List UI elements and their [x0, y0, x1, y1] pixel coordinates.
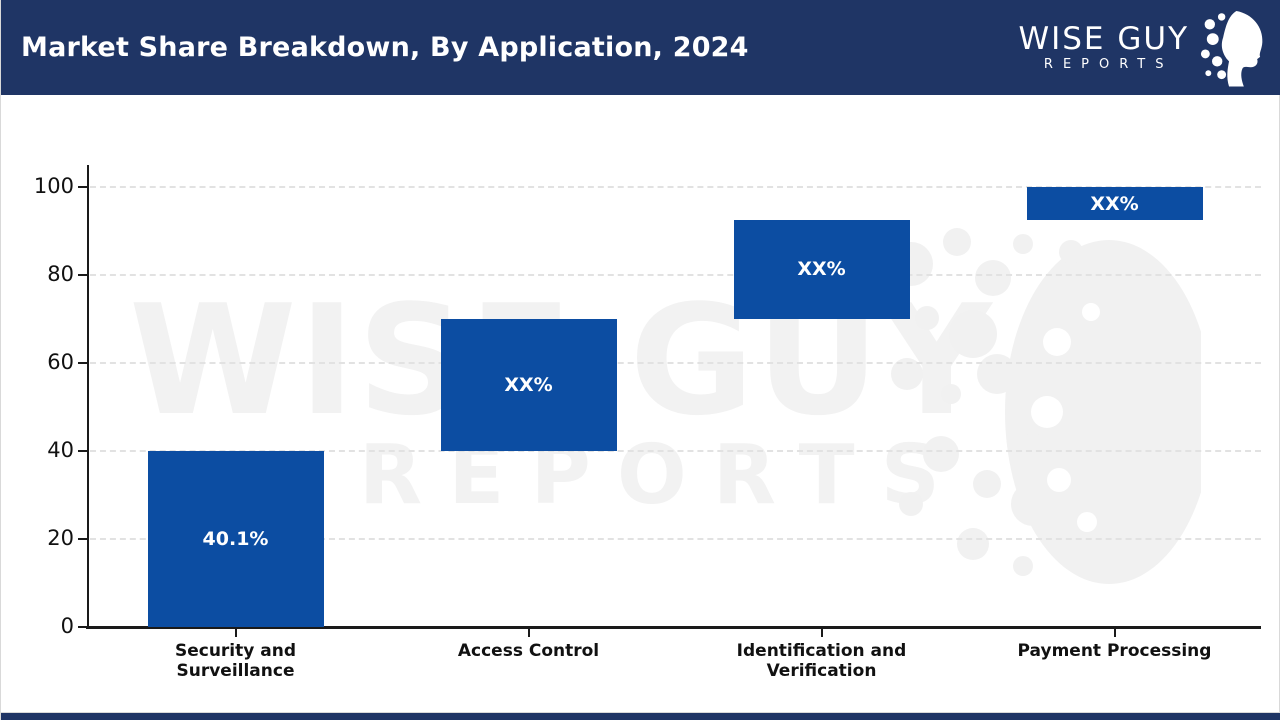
y-tick-label-60: 60 [47, 350, 74, 374]
bar-value-label-4: XX% [1090, 192, 1139, 215]
brand-logo: WISE GUY REPORTS [1018, 0, 1269, 95]
brand-wordmark: WISE GUY REPORTS [1018, 23, 1189, 73]
bar-2: XX% [440, 318, 617, 451]
watermark-face-icon [889, 228, 1201, 584]
bar-3: XX% [733, 220, 910, 319]
x-tickmark-3 [820, 628, 823, 637]
bar-4: XX% [1026, 187, 1203, 220]
bar-value-label-1: 40.1% [202, 527, 269, 550]
x-category-label-4: Payment Processing [1017, 641, 1212, 661]
y-tickmark-100 [78, 186, 87, 188]
gridline-100 [90, 186, 1261, 188]
gridline-60 [90, 362, 1261, 364]
x-axis-line [86, 626, 1261, 629]
footer-divider [1, 712, 1280, 713]
x-category-label-3: Identification and Verification [736, 641, 907, 681]
y-tick-label-100: 100 [33, 174, 74, 198]
gridline-20 [90, 538, 1261, 540]
y-tickmark-0 [78, 626, 87, 628]
y-tickmark-20 [78, 538, 87, 540]
y-tick-label-0: 0 [60, 614, 74, 638]
header-bar: Market Share Breakdown, By Application, … [1, 0, 1280, 95]
y-tickmark-40 [78, 450, 87, 452]
bar-1: 40.1% [147, 450, 324, 627]
y-tickmark-80 [78, 274, 87, 276]
brand-name: WISE GUY [1018, 20, 1189, 57]
x-tickmark-2 [527, 628, 530, 637]
x-tickmark-1 [234, 628, 237, 637]
gridline-80 [90, 274, 1261, 276]
x-tickmark-4 [1113, 628, 1116, 637]
y-tickmark-60 [78, 362, 87, 364]
y-tick-label-20: 20 [47, 526, 74, 550]
footer-bar [1, 713, 1280, 720]
brand-face-icon [1200, 10, 1263, 86]
x-category-label-2: Access Control [457, 641, 600, 661]
page-title: Market Share Breakdown, By Application, … [21, 32, 749, 63]
brand-subtitle: REPORTS [1043, 57, 1174, 73]
x-category-label-1: Security and Surveillance [174, 641, 297, 681]
bar-value-label-3: XX% [797, 258, 846, 281]
y-tick-label-40: 40 [47, 438, 74, 462]
gridline-40 [90, 450, 1261, 452]
y-tick-label-80: 80 [47, 262, 74, 286]
y-axis-line [87, 165, 89, 627]
bar-value-label-2: XX% [504, 373, 553, 396]
